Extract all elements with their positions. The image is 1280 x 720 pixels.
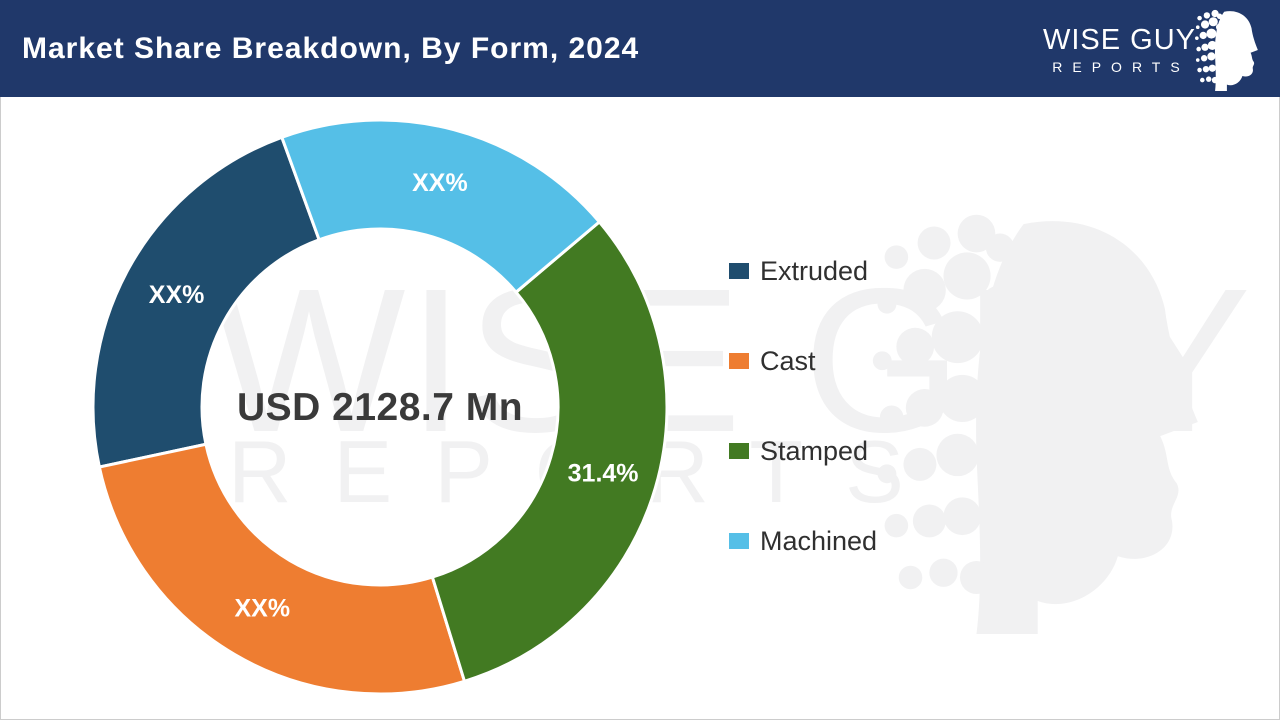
donut-slice-cast xyxy=(97,442,467,696)
legend-swatch-stamped xyxy=(729,443,749,459)
page-title: Market Share Breakdown, By Form, 2024 xyxy=(22,31,640,65)
brand-head-icon xyxy=(1192,9,1260,91)
brand-logo: WISE GUY REPORTS xyxy=(1043,9,1260,91)
legend-item-stamped: Stamped xyxy=(729,436,877,466)
legend-item-label: Cast xyxy=(760,346,816,376)
legend-swatch-extruded xyxy=(729,263,749,279)
legend-item-label: Extruded xyxy=(760,256,869,286)
legend-item-cast: Cast xyxy=(729,346,877,376)
slice-label-stamped: 31.4% xyxy=(568,459,639,487)
slice-label-machined: XX% xyxy=(412,169,468,197)
legend-item-machined: Machined xyxy=(729,526,877,556)
brand-wordmark: WISE GUY REPORTS xyxy=(1042,23,1196,75)
donut-slice-extruded xyxy=(91,135,322,469)
donut-slice-stamped xyxy=(430,219,669,684)
chart-legend: Extruded Cast Stamped Machined xyxy=(729,256,877,616)
legend-item-label: Stamped xyxy=(760,436,869,466)
slice-label-cast: XX% xyxy=(235,594,291,622)
legend-item-extruded: Extruded xyxy=(729,256,877,286)
page-header: Market Share Breakdown, By Form, 2024 WI… xyxy=(0,0,1280,97)
slice-label-extruded: XX% xyxy=(149,281,205,309)
chart-center-value: USD 2128.7 Mn xyxy=(236,386,524,429)
legend-swatch-machined xyxy=(729,533,749,549)
brand-tagline: REPORTS xyxy=(1052,58,1190,75)
legend-item-label: Machined xyxy=(760,526,878,556)
brand-name: WISE GUY xyxy=(1042,23,1196,56)
donut-slice-machined xyxy=(279,118,602,295)
legend-swatch-cast xyxy=(729,353,749,369)
